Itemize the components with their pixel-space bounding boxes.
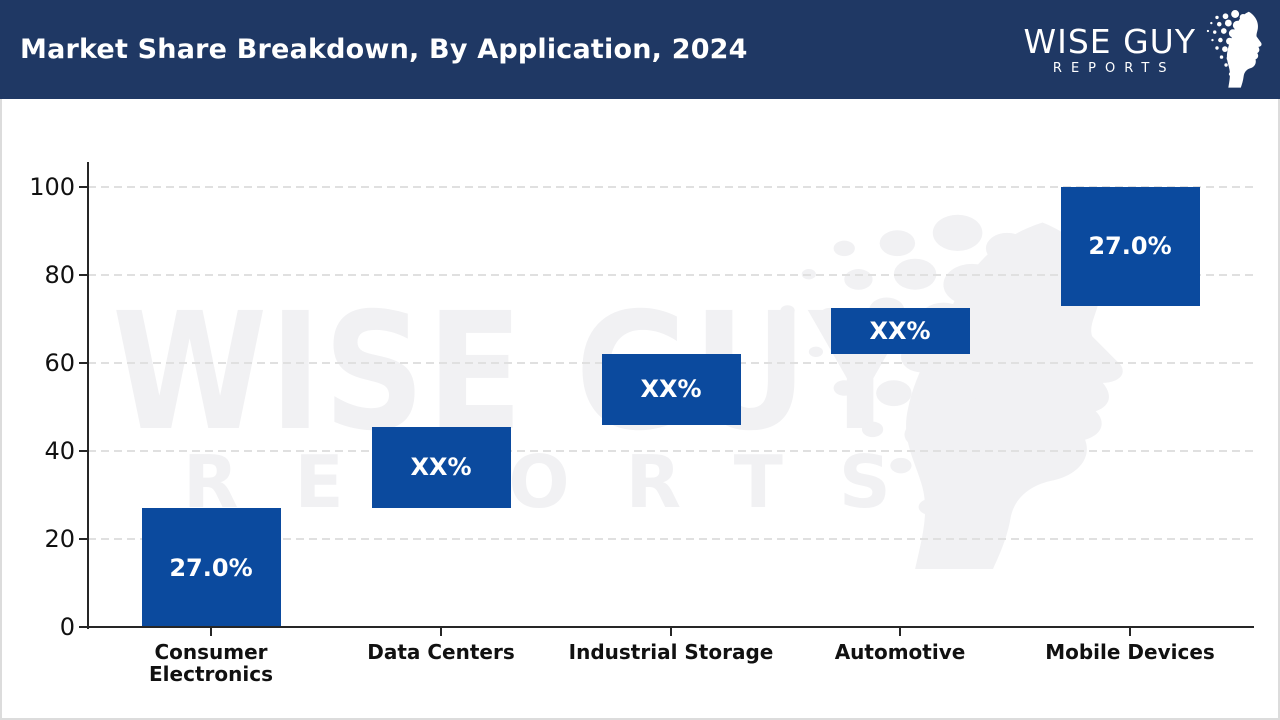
x-tick-mark-1 [440,628,442,636]
bar-value-label: XX% [410,453,472,482]
y-axis-spine [87,162,89,629]
gridline-40 [88,450,1254,452]
wiseguy-head-icon [1200,8,1268,92]
bar-industrial-storage: XX% [601,354,741,425]
x-tick-mark-4 [1129,628,1131,636]
y-tick-mark-60 [79,362,88,364]
x-tick-mark-0 [210,628,212,636]
x-tick-label-3: Automotive [834,640,966,664]
bar-value-label: 27.0% [169,553,253,582]
x-tick-label-0: Consumer Electronics [149,640,273,686]
y-tick-mark-40 [79,450,88,452]
x-tick-mark-2 [670,628,672,636]
bar-consumer-electronics: 27.0% [141,508,281,627]
logo-text: WISE GUY REPORTS [1023,25,1196,75]
y-tick-mark-80 [79,274,88,276]
page-title: Market Share Breakdown, By Application, … [20,34,748,65]
y-tick-mark-100 [79,186,88,188]
gridline-100 [88,186,1254,188]
logo-subtitle: REPORTS [1052,60,1176,76]
bar-value-label: XX% [869,317,931,346]
wiseguy-logo: WISE GUY REPORTS [1023,8,1268,92]
watermark-wordmark: WISE GUY [112,279,913,467]
x-tick-mark-3 [899,628,901,636]
header: Market Share Breakdown, By Application, … [0,0,1280,99]
bar-mobile-devices: 27.0% [1060,187,1200,306]
x-tick-label-1: Data Centers [367,640,515,664]
y-tick-mark-0 [79,626,88,628]
bar-value-label: 27.0% [1088,232,1172,261]
y-tick-mark-20 [79,538,88,540]
y-tick-label-20: 20 [44,525,75,553]
y-tick-label-80: 80 [44,261,75,289]
y-tick-label-100: 100 [29,173,75,201]
y-tick-label-40: 40 [44,437,75,465]
logo-wordmark: WISE GUY [1023,21,1196,61]
bar-value-label: XX% [640,375,702,404]
gridline-80 [88,274,1254,276]
bar-automotive: XX% [830,308,970,355]
x-tick-label-2: Industrial Storage [568,640,774,664]
y-tick-label-60: 60 [44,349,75,377]
x-tick-label-4: Mobile Devices [1045,640,1215,664]
chart-area: WISE GUY REPORTS 0 20 40 60 80 100 27.0% Consum… [0,99,1280,720]
watermark-subtitle: REPORTS [183,440,947,524]
bar-data-centers: XX% [371,426,511,509]
y-tick-label-0: 0 [59,613,75,641]
gridline-20 [88,538,1254,540]
x-axis-spine [87,626,1254,628]
